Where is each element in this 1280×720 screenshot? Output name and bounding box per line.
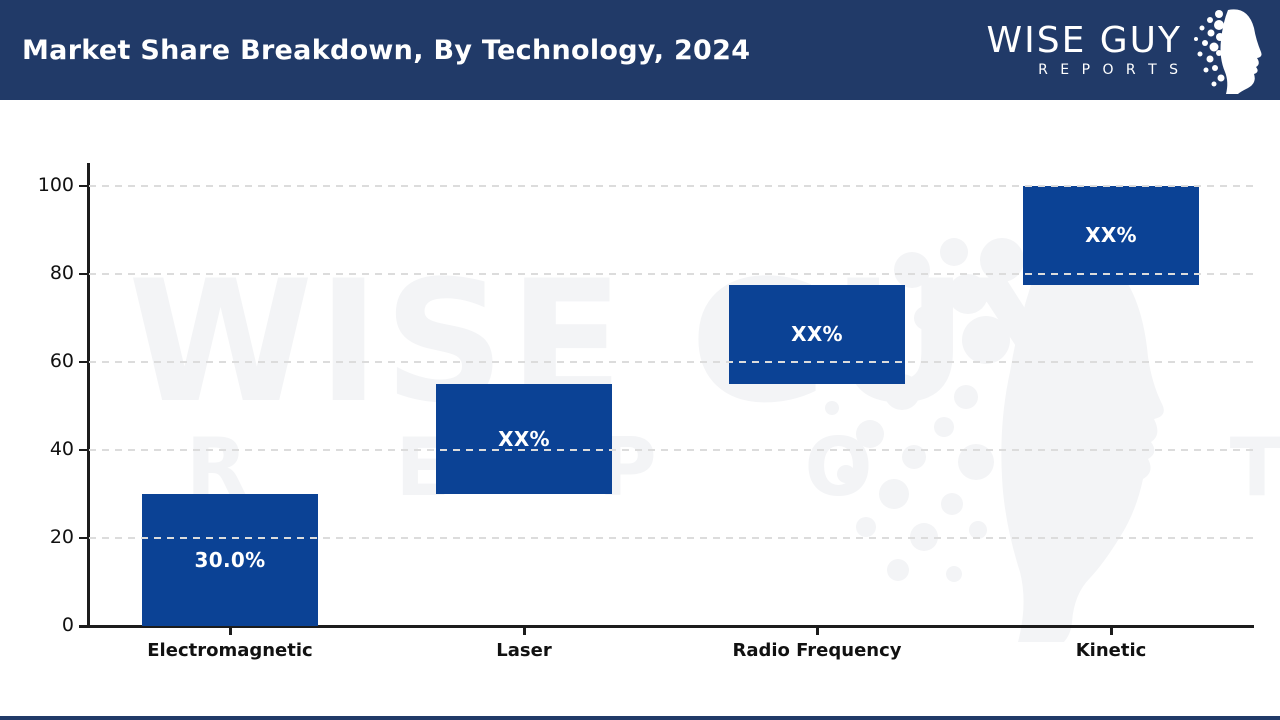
gridline bbox=[89, 360, 1253, 363]
bar: XX% bbox=[729, 284, 905, 384]
y-axis-tick-label: 20 bbox=[49, 525, 74, 548]
logo-face-icon bbox=[1194, 9, 1262, 94]
bar-value-label: XX% bbox=[791, 322, 843, 347]
y-axis-tick bbox=[79, 272, 87, 276]
y-axis-tick bbox=[79, 625, 87, 628]
logo-subtitle: R E P O R T S bbox=[1038, 61, 1182, 78]
bar-value-label: XX% bbox=[1085, 223, 1137, 248]
x-axis-category-label: Electromagnetic bbox=[147, 640, 313, 661]
y-axis-tick-label: 60 bbox=[49, 349, 74, 372]
y-axis-line bbox=[87, 163, 90, 627]
bar: XX% bbox=[436, 383, 612, 494]
logo: WISE GUY R E P O R T S bbox=[987, 6, 1267, 94]
watermark-head-icon bbox=[825, 238, 1164, 642]
y-axis-tick-label: 80 bbox=[49, 261, 74, 284]
y-axis-tick-label: 40 bbox=[49, 437, 74, 460]
header-bar: Market Share Breakdown, By Technology, 2… bbox=[0, 0, 1280, 100]
y-axis-tick bbox=[79, 448, 87, 452]
x-axis-tick bbox=[229, 628, 232, 635]
x-axis-line bbox=[86, 625, 1254, 628]
bar-value-label: 30.0% bbox=[194, 547, 266, 572]
y-axis-tick bbox=[79, 184, 87, 187]
y-axis-tick bbox=[79, 536, 87, 540]
y-axis-tick bbox=[79, 360, 87, 364]
page-title: Market Share Breakdown, By Technology, 2… bbox=[22, 34, 751, 66]
logo-text: WISE GUY R E P O R T S bbox=[986, 19, 1183, 78]
gridline bbox=[89, 536, 1253, 539]
x-axis-tick bbox=[523, 628, 526, 635]
y-axis-tick-label: 100 bbox=[37, 173, 74, 196]
gridline bbox=[89, 184, 1253, 187]
bar-value-label: XX% bbox=[498, 426, 550, 451]
gridline bbox=[89, 272, 1253, 275]
x-axis-category-label: Radio Frequency bbox=[732, 640, 902, 661]
x-axis-category-label: Laser bbox=[496, 640, 552, 661]
footer-stripe bbox=[0, 716, 1280, 720]
x-axis-tick bbox=[816, 628, 819, 635]
logo-wordmark: WISE GUY bbox=[986, 19, 1182, 61]
x-axis-tick bbox=[1110, 628, 1113, 635]
bar: 30.0% bbox=[142, 493, 318, 626]
gridline bbox=[89, 448, 1253, 451]
y-axis-tick-label: 0 bbox=[61, 614, 74, 636]
x-axis-category-label: Kinetic bbox=[1075, 640, 1147, 661]
bar: XX% bbox=[1023, 185, 1199, 285]
